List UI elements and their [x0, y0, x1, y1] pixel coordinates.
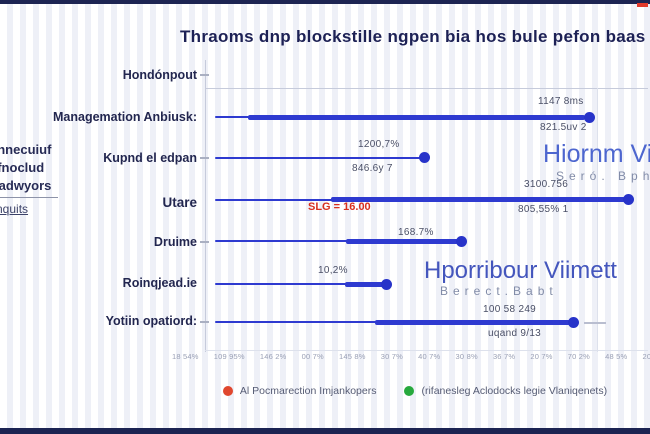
bar-managemation-dot — [584, 112, 595, 123]
chart-title: Thraoms dnp blockstille ngpen bia hos bu… — [180, 27, 646, 46]
vertical-gridline — [597, 88, 598, 352]
row-tick-6 — [200, 321, 209, 323]
annotation-hporribour-viimett-sub: Berect.Babt — [440, 284, 558, 298]
bar-yotiin — [375, 320, 570, 325]
bar-managemation-thin — [215, 116, 250, 118]
x-axis-line — [205, 350, 648, 351]
value-label-yotiin-below: uqand 9/13 — [488, 328, 542, 339]
bar-utare-thin — [215, 199, 333, 201]
category-label-3: Utare — [162, 195, 197, 210]
x-tick-3: 00 7% — [301, 352, 324, 361]
top-edge-bar — [0, 0, 650, 4]
value-label-kupnd-above: 1200,7% — [358, 139, 400, 150]
value-label-roinqjead-above: 10,2% — [318, 265, 348, 276]
value-label-yotiin-above: 100 58 249 — [483, 304, 537, 315]
x-tick-8: 36 7% — [492, 352, 516, 361]
legend: Al Pocmarection Imjankopers (rifanesleg … — [205, 385, 625, 397]
category-label-4: Druime — [153, 235, 197, 249]
bar-roinqjead — [345, 282, 383, 287]
sidebar-text-line-3: Sadwyors — [0, 178, 52, 193]
bar-roinqjead-dot — [381, 279, 392, 290]
legend-red-label: Al Pocmarection Imjankopers — [239, 385, 377, 397]
annotation-hiornm-virme-sub: Seró. Bph — [556, 169, 650, 183]
sidebar-divider — [0, 197, 58, 198]
category-label-0: Hondónpout — [122, 68, 197, 82]
category-label-6: Yotiin opatiord: — [105, 314, 197, 328]
legend-red-dot-icon — [222, 386, 233, 396]
x-tick-12: 20 2 — [642, 352, 650, 361]
x-tick-7: 30 8% — [455, 352, 478, 361]
bar-yotiin-thin — [215, 321, 377, 323]
value-label-utare-above: 3100.756 — [524, 179, 569, 190]
x-tick-11: 48 5% — [605, 352, 628, 361]
legend-item-red[interactable]: Al Pocmarection Imjankopers — [222, 385, 377, 397]
bar-druime-thin — [215, 240, 348, 242]
x-tick-2: 146 2% — [259, 352, 287, 361]
x-tick-10: 70 2% — [567, 352, 590, 361]
category-label-1: Managemation Anbiusk: — [53, 110, 197, 124]
bar-yotiin-dot — [568, 317, 579, 328]
bar-druime — [346, 239, 458, 244]
row-tick-2 — [200, 157, 209, 159]
x-tick-9: 20 7% — [530, 352, 553, 361]
sidebar-link[interactable]: nquits — [0, 202, 29, 216]
annotation-hiornm-virme: Hiornm Virme — [543, 140, 650, 168]
value-label-kupnd-below: 846.6y 7 — [352, 163, 393, 174]
legend-green-dot-icon — [404, 386, 415, 396]
note-slg-value: SLG = 16.00 — [308, 201, 371, 213]
annotation-hporribour-viimett: Hporribour Viimett — [424, 257, 617, 284]
yotiin-end-dash — [584, 322, 606, 324]
value-label-managemation-above: 1147 8ms — [538, 96, 584, 107]
sidebar-text-line-2: afnoclud — [0, 160, 45, 175]
legend-green-label: (rifanesleg Aclodocks legie Vlaniqenets) — [421, 385, 608, 397]
bar-managemation — [248, 115, 585, 120]
row-tick-0 — [200, 74, 209, 76]
x-tick-6: 40 7% — [418, 352, 441, 361]
value-label-druime-above: 168.7% — [398, 227, 434, 238]
bar-utare — [331, 197, 625, 202]
legend-item-green[interactable]: (rifanesleg Aclodocks legie Vlaniqenets) — [404, 385, 607, 397]
bar-kupnd-dot — [419, 152, 430, 163]
x-tick-5: 30 7% — [380, 352, 404, 361]
sidebar-text-line-1: annecuiuf — [0, 142, 52, 157]
x-axis-ticks: 18 54% 109 95% 146 2% 00 7% 145 8% 30 7%… — [172, 352, 650, 361]
value-label-managemation-below: 821.5uv 2 — [540, 122, 587, 133]
red-corner-mark — [637, 3, 648, 7]
bottom-edge-bar — [0, 428, 650, 434]
bar-utare-dot — [623, 194, 634, 205]
row-tick-4 — [200, 241, 209, 243]
bar-roinqjead-thin — [215, 283, 347, 285]
x-tick-0: 18 54% — [172, 352, 199, 361]
category-label-5: Roinqjead.ie — [122, 276, 197, 290]
bar-druime-dot — [456, 236, 467, 247]
category-label-2: Kupnd el edpan — [103, 151, 197, 165]
bar-kupnd — [215, 157, 420, 159]
plot-top-border — [205, 88, 648, 89]
x-tick-1: 109 95% — [213, 352, 245, 361]
y-axis-line — [205, 60, 206, 352]
x-tick-4: 145 8% — [339, 352, 366, 361]
value-label-utare-below: 805,55% 1 — [518, 204, 569, 215]
